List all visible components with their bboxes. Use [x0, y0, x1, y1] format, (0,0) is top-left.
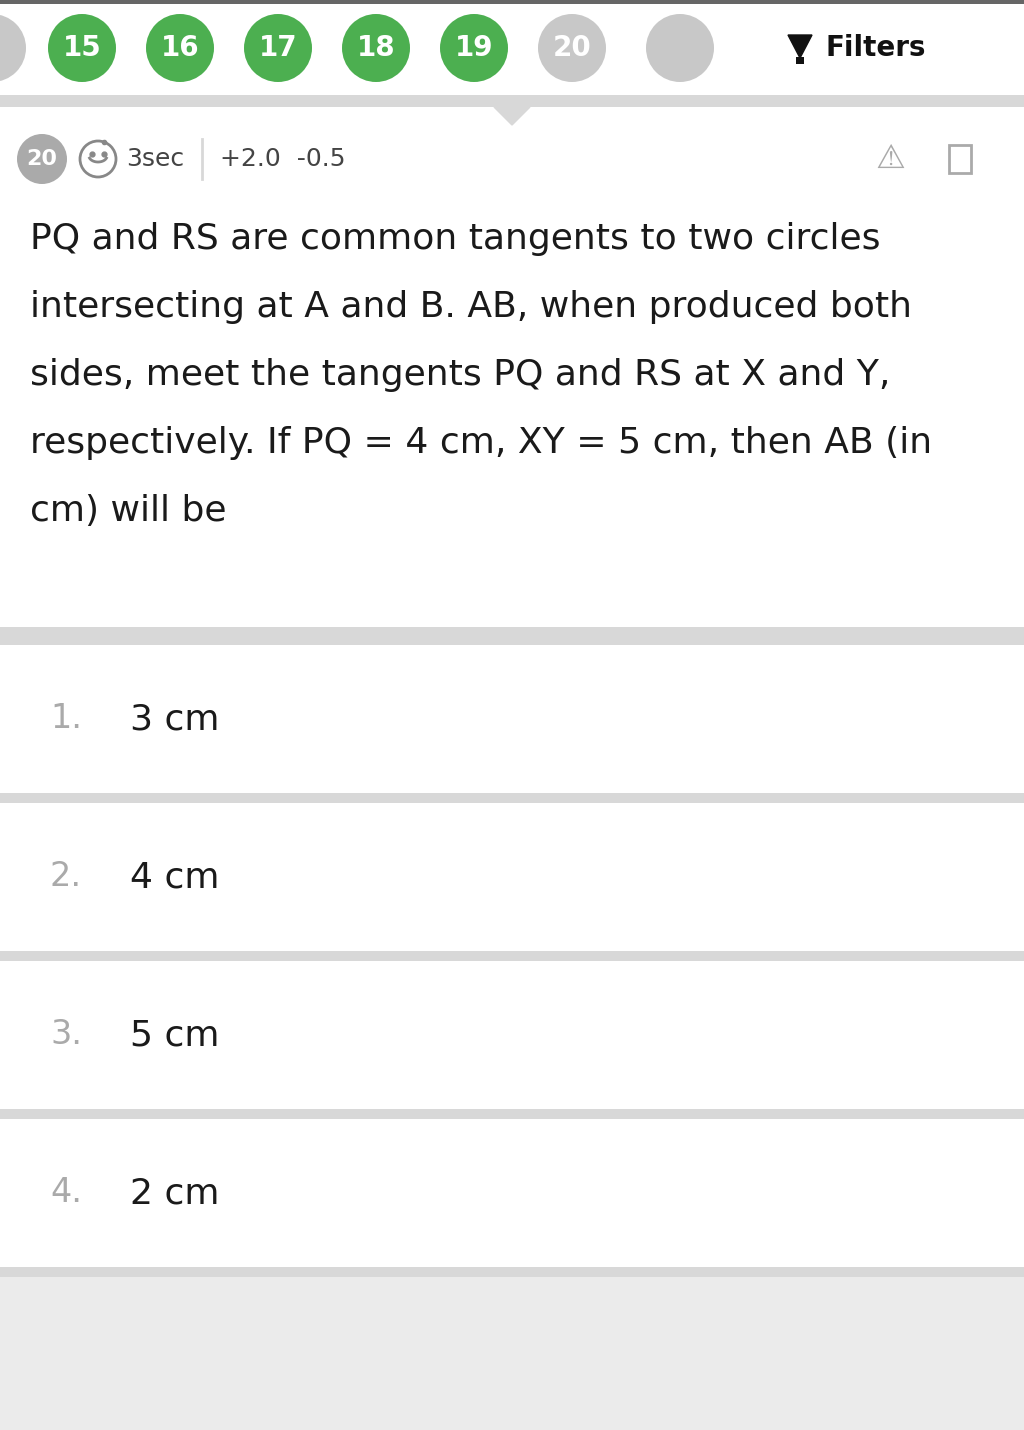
Circle shape: [0, 14, 26, 82]
Text: 1.: 1.: [50, 702, 82, 735]
Bar: [0, 107, 1024, 626]
Circle shape: [146, 14, 214, 82]
Text: 17: 17: [259, 34, 297, 61]
Circle shape: [646, 14, 714, 82]
Bar: [0, 626, 1024, 645]
Bar: [949, 144, 971, 173]
Circle shape: [48, 14, 116, 82]
Text: cm) will be: cm) will be: [30, 493, 226, 528]
Text: +2.0  -0.5: +2.0 -0.5: [220, 147, 345, 172]
Circle shape: [538, 14, 606, 82]
Circle shape: [17, 134, 67, 184]
Bar: [0, 804, 1024, 951]
Text: 2.: 2.: [50, 861, 82, 894]
Bar: [0, 1267, 1024, 1277]
Bar: [0, 94, 1024, 107]
Text: 19: 19: [455, 34, 494, 61]
Polygon shape: [494, 107, 530, 124]
Text: sides, meet the tangents PQ and RS at X and Y,: sides, meet the tangents PQ and RS at X …: [30, 358, 891, 392]
Circle shape: [440, 14, 508, 82]
Bar: [0, 0, 1024, 4]
Text: Filters: Filters: [825, 34, 926, 61]
Bar: [796, 57, 804, 64]
Text: 3.: 3.: [50, 1018, 82, 1051]
Text: 18: 18: [356, 34, 395, 61]
Bar: [0, 961, 1024, 1110]
Circle shape: [244, 14, 312, 82]
Text: 3 cm: 3 cm: [130, 702, 219, 736]
Text: 15: 15: [62, 34, 101, 61]
Text: 20: 20: [553, 34, 592, 61]
Text: intersecting at A and B. AB, when produced both: intersecting at A and B. AB, when produc…: [30, 290, 912, 325]
Bar: [0, 794, 1024, 804]
Bar: [0, 0, 1024, 94]
Text: PQ and RS are common tangents to two circles: PQ and RS are common tangents to two cir…: [30, 222, 881, 256]
Bar: [0, 1110, 1024, 1120]
Bar: [0, 645, 1024, 794]
Text: 3sec: 3sec: [126, 147, 184, 172]
Text: 20: 20: [27, 149, 57, 169]
Circle shape: [342, 14, 410, 82]
Text: 4 cm: 4 cm: [130, 859, 219, 894]
Bar: [0, 951, 1024, 961]
Text: 5 cm: 5 cm: [130, 1018, 219, 1052]
Text: 16: 16: [161, 34, 200, 61]
Text: 4.: 4.: [50, 1177, 82, 1210]
Bar: [0, 1120, 1024, 1267]
Text: respectively. If PQ = 4 cm, XY = 5 cm, then AB (in: respectively. If PQ = 4 cm, XY = 5 cm, t…: [30, 426, 932, 460]
Bar: [0, 1277, 1024, 1430]
Text: 2 cm: 2 cm: [130, 1175, 219, 1210]
Polygon shape: [788, 34, 812, 59]
Text: ⚠: ⚠: [876, 143, 905, 176]
